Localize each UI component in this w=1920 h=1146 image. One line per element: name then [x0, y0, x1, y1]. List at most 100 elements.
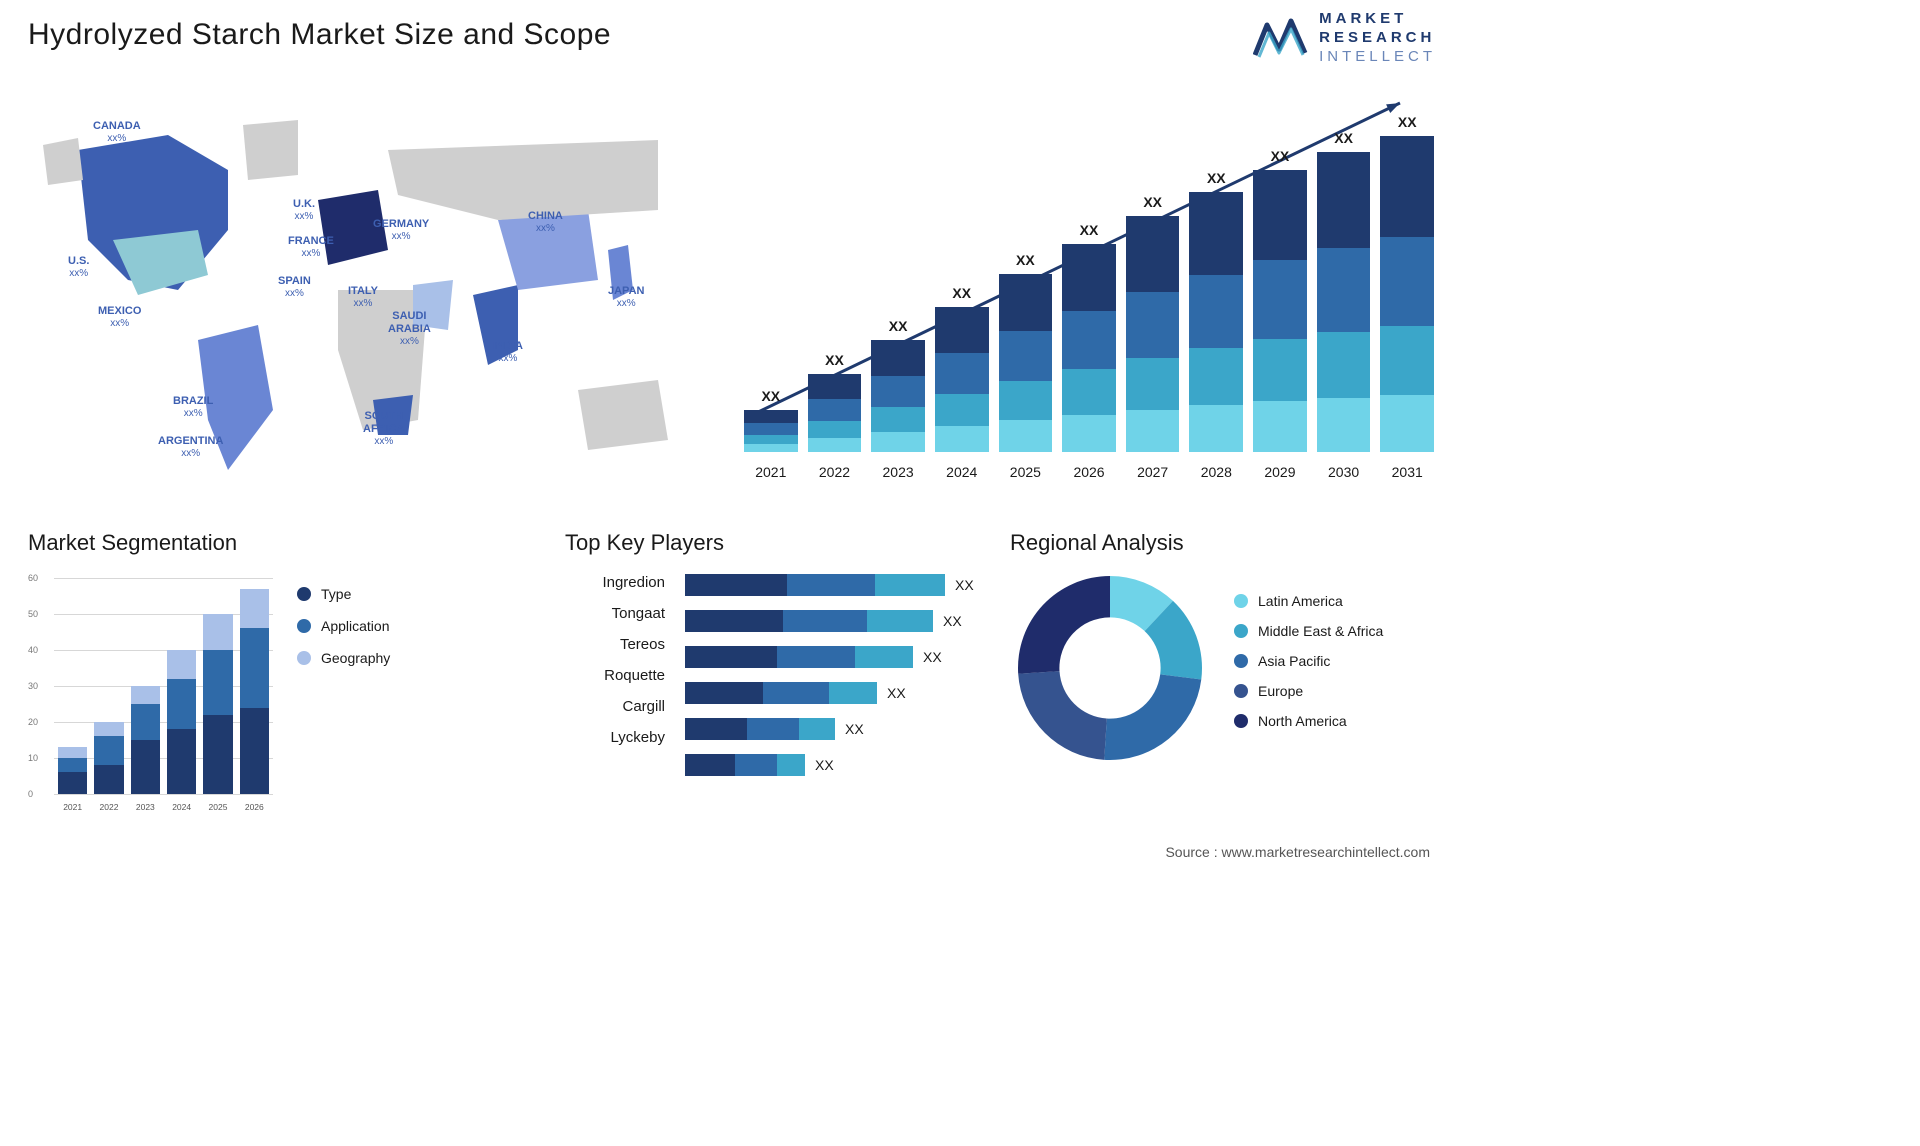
trend-seg: [1253, 401, 1307, 452]
trend-col-2026: XX: [1062, 222, 1116, 452]
regional-legend-label: Middle East & Africa: [1258, 623, 1383, 639]
trend-seg: [935, 426, 989, 452]
trend-seg: [1062, 415, 1116, 452]
seg-year: 2024: [167, 802, 196, 812]
seg-col-2026: [240, 589, 269, 794]
trend-value-label: XX: [1016, 252, 1035, 268]
trend-seg: [1380, 395, 1434, 452]
trend-value-label: XX: [1080, 222, 1099, 238]
seg-year: 2021: [58, 802, 87, 812]
segmentation-chart: 202120222023202420252026 0102030405060: [28, 568, 273, 818]
trend-value-label: XX: [1207, 170, 1226, 186]
trend-seg: [1189, 405, 1243, 452]
player-label: Ingredion: [565, 574, 665, 591]
player-bar-seg: [875, 574, 945, 596]
seg-bar-segment: [167, 729, 196, 794]
seg-legend-item: Geography: [297, 650, 390, 666]
seg-bar-segment: [203, 614, 232, 650]
donut-slice: [1018, 576, 1110, 674]
player-row: XX: [685, 754, 995, 776]
player-bar-seg: [855, 646, 913, 668]
trend-stack: [1189, 192, 1243, 452]
brand-logo: MARKET RESEARCH INTELLECT: [1253, 10, 1436, 66]
seg-year: 2022: [94, 802, 123, 812]
seg-bar-segment: [167, 650, 196, 679]
trend-stack: [999, 274, 1053, 452]
regional-legend-item: Latin America: [1234, 593, 1383, 609]
player-label: Lyckeby: [565, 729, 665, 746]
players-panel: Top Key Players IngredionTongaatTereosRo…: [565, 530, 995, 776]
trend-stack: [808, 374, 862, 452]
player-bar-seg: [867, 610, 933, 632]
trend-year-2027: 2027: [1126, 464, 1180, 480]
map-label-france: FRANCExx%: [288, 235, 334, 260]
trend-col-2030: XX: [1317, 130, 1371, 452]
player-row: XX: [685, 646, 995, 668]
trend-seg: [1062, 311, 1116, 369]
seg-gridline: [54, 794, 273, 795]
trend-year-2026: 2026: [1062, 464, 1116, 480]
trend-year-2024: 2024: [935, 464, 989, 480]
seg-legend-label: Geography: [321, 650, 390, 666]
player-row: XX: [685, 574, 995, 596]
trend-seg: [744, 444, 798, 452]
player-row: XX: [685, 610, 995, 632]
map-label-china: CHINAxx%: [528, 210, 563, 235]
map-region-aus: [578, 380, 668, 450]
trend-seg: [999, 274, 1053, 331]
trend-col-2027: XX: [1126, 194, 1180, 452]
seg-legend-item: Type: [297, 586, 390, 602]
swatch-icon: [1234, 624, 1248, 638]
trend-seg: [871, 376, 925, 407]
regional-legend-item: North America: [1234, 713, 1383, 729]
map-label-u-s-: U.S.xx%: [68, 255, 89, 280]
player-value: XX: [943, 613, 962, 629]
player-bar-seg: [685, 718, 747, 740]
trend-seg: [808, 374, 862, 399]
world-map-panel: CANADAxx%U.S.xx%MEXICOxx%BRAZILxx%ARGENT…: [18, 90, 698, 490]
source-label: Source : www.marketresearchintellect.com: [1165, 844, 1430, 860]
trend-col-2024: XX: [935, 285, 989, 452]
map-label-brazil: BRAZILxx%: [173, 395, 213, 420]
player-bar-seg: [783, 610, 867, 632]
seg-bar-segment: [167, 679, 196, 729]
trend-stack: [1317, 152, 1371, 452]
trend-seg: [1253, 260, 1307, 339]
segmentation-panel: Market Segmentation 20212022202320242025…: [28, 530, 458, 818]
trend-seg: [1126, 410, 1180, 452]
seg-legend-label: Application: [321, 618, 390, 634]
trend-seg: [808, 421, 862, 438]
trend-seg: [744, 410, 798, 423]
trend-value-label: XX: [1334, 130, 1353, 146]
players-labels: IngredionTongaatTereosRoquetteCargillLyc…: [565, 574, 665, 776]
trend-year-2021: 2021: [744, 464, 798, 480]
trend-seg: [1189, 275, 1243, 348]
seg-col-2024: [167, 650, 196, 794]
regional-legend-item: Middle East & Africa: [1234, 623, 1383, 639]
seg-col-2022: [94, 722, 123, 794]
map-label-germany: GERMANYxx%: [373, 218, 429, 243]
trend-value-label: XX: [952, 285, 971, 301]
player-bar-seg: [777, 754, 805, 776]
seg-ytick: 50: [28, 609, 38, 619]
trend-seg: [1189, 348, 1243, 405]
player-value: XX: [845, 721, 864, 737]
trend-seg: [1062, 369, 1116, 415]
logo-line2: RESEARCH: [1319, 29, 1436, 48]
trend-seg: [999, 420, 1053, 452]
player-bar-seg: [747, 718, 799, 740]
map-label-japan: JAPANxx%: [608, 285, 644, 310]
trend-seg: [935, 394, 989, 426]
seg-bar-segment: [203, 715, 232, 794]
map-label-argentina: ARGENTINAxx%: [158, 435, 223, 460]
seg-bar-segment: [58, 758, 87, 772]
player-bar: [685, 754, 805, 776]
trend-seg: [871, 407, 925, 432]
trend-value-label: XX: [761, 388, 780, 404]
trend-chart-panel: XXXXXXXXXXXXXXXXXXXXXX 20212022202320242…: [744, 95, 1434, 480]
swatch-icon: [1234, 684, 1248, 698]
trend-year-2023: 2023: [871, 464, 925, 480]
map-region-ru: [388, 140, 658, 220]
player-value: XX: [815, 757, 834, 773]
map-label-mexico: MEXICOxx%: [98, 305, 141, 330]
